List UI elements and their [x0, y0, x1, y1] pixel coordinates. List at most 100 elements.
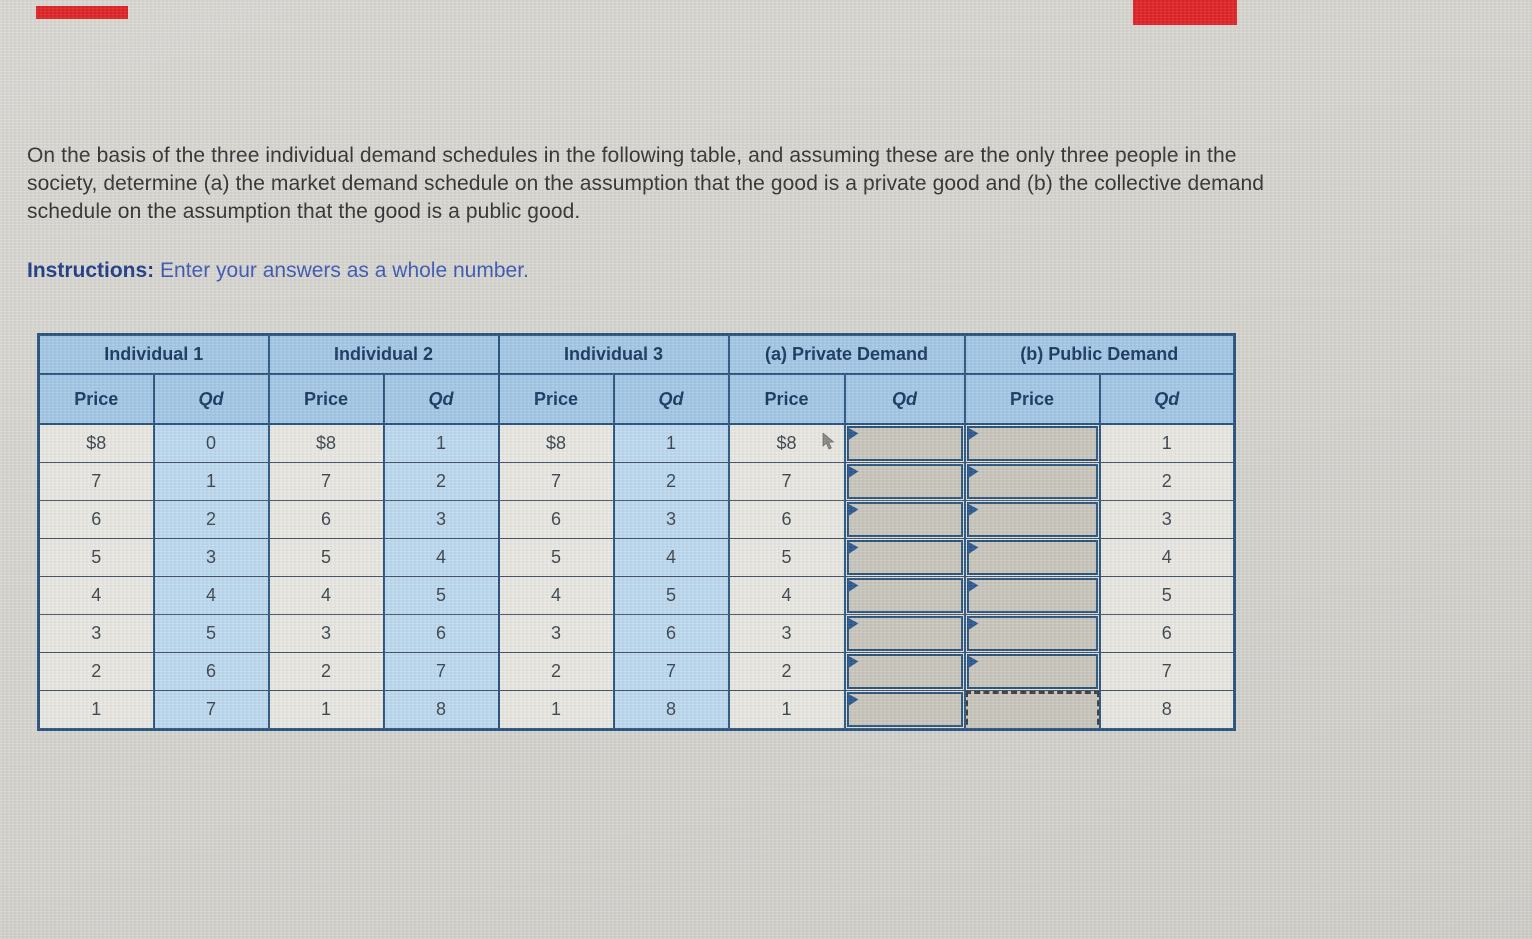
public-qd-cell: 4 — [1098, 538, 1236, 577]
table-row: $8 0 $8 1 $8 1 $8 1 — [37, 423, 1236, 463]
i1-price-cell: 2 — [37, 652, 155, 691]
private-price-cell: 6 — [727, 500, 846, 539]
question-line-2: society, determine (a) the market demand… — [27, 172, 1265, 195]
public-price-input[interactable] — [966, 502, 1098, 537]
demand-schedule-table: Individual 1 Individual 2 Individual 3 (… — [37, 333, 1237, 731]
i1-qd-cell: 3 — [152, 538, 270, 577]
i1-price-cell: 5 — [37, 538, 155, 577]
public-price-input-focused[interactable] — [966, 691, 1098, 729]
public-qd-cell: 8 — [1098, 690, 1236, 730]
i3-qd-cell: 1 — [612, 423, 730, 463]
answer-marker-icon — [848, 428, 859, 440]
i2-qd-cell: 7 — [382, 652, 500, 691]
table-row: 6 2 6 3 6 3 6 3 — [37, 500, 1236, 539]
public-price-input[interactable] — [966, 540, 1098, 575]
i2-price-cell: 3 — [267, 614, 385, 653]
col-header-public-price: Price — [963, 373, 1101, 425]
i3-price-cell: 1 — [497, 690, 615, 730]
private-price-cell: 3 — [727, 614, 846, 653]
i3-price-cell: 6 — [497, 500, 615, 539]
question-line-1: On the basis of the three individual dem… — [27, 144, 1237, 167]
public-price-input[interactable] — [966, 426, 1098, 461]
col-header-private-qd: Qd — [843, 373, 966, 425]
i2-price-cell: 7 — [267, 462, 385, 501]
public-qd-cell: 1 — [1098, 423, 1236, 463]
col-header-i1-qd: Qd — [152, 373, 270, 425]
instructions-label: Instructions: — [27, 259, 155, 282]
i3-price-cell: 2 — [497, 652, 615, 691]
answer-marker-icon — [968, 504, 979, 516]
col-header-i3-qd: Qd — [612, 373, 730, 425]
private-price-cell: 5 — [727, 538, 846, 577]
i1-qd-cell: 6 — [152, 652, 270, 691]
private-qd-input[interactable] — [846, 654, 963, 689]
private-qd-input[interactable] — [846, 502, 963, 537]
col-header-i2-qd: Qd — [382, 373, 500, 425]
public-price-input[interactable] — [966, 578, 1098, 613]
col-header-i2-price: Price — [267, 373, 385, 425]
i1-price-cell: 6 — [37, 500, 155, 539]
i3-qd-cell: 2 — [612, 462, 730, 501]
public-price-input[interactable] — [966, 616, 1098, 651]
private-qd-input[interactable] — [846, 540, 963, 575]
answer-marker-icon — [848, 694, 859, 706]
i1-price-cell: 7 — [37, 462, 155, 501]
i2-price-cell: 1 — [267, 690, 385, 730]
i2-price-cell: 6 — [267, 500, 385, 539]
public-qd-cell: 5 — [1098, 576, 1236, 615]
question-text: On the basis of the three individual dem… — [27, 142, 1522, 226]
i3-qd-cell: 7 — [612, 652, 730, 691]
private-qd-input[interactable] — [846, 616, 963, 651]
i2-qd-cell: 1 — [382, 423, 500, 463]
i3-qd-cell: 8 — [612, 690, 730, 730]
answer-marker-icon — [968, 618, 979, 630]
answer-marker-icon — [968, 428, 979, 440]
i3-qd-cell: 3 — [612, 500, 730, 539]
group-header-private-demand: (a) Private Demand — [727, 333, 966, 375]
private-qd-input[interactable] — [846, 464, 963, 499]
i3-price-cell: 7 — [497, 462, 615, 501]
group-header-row: Individual 1 Individual 2 Individual 3 (… — [37, 333, 1236, 375]
i2-price-cell: $8 — [267, 423, 385, 463]
private-qd-input[interactable] — [846, 578, 963, 613]
answer-marker-icon — [848, 580, 859, 592]
group-header-individual-3: Individual 3 — [497, 333, 730, 375]
i1-qd-cell: 5 — [152, 614, 270, 653]
i1-price-cell: 4 — [37, 576, 155, 615]
i1-qd-cell: 0 — [152, 423, 270, 463]
public-qd-cell: 2 — [1098, 462, 1236, 501]
public-qd-cell: 7 — [1098, 652, 1236, 691]
group-header-individual-1: Individual 1 — [37, 333, 270, 375]
private-qd-input[interactable] — [846, 692, 963, 727]
i3-qd-cell: 5 — [612, 576, 730, 615]
i1-price-cell: $8 — [37, 423, 155, 463]
public-price-input[interactable] — [966, 654, 1098, 689]
i3-price-cell: 4 — [497, 576, 615, 615]
i1-qd-cell: 7 — [152, 690, 270, 730]
table-row: 5 3 5 4 5 4 5 4 — [37, 538, 1236, 577]
redaction-bar-left — [36, 6, 128, 19]
col-header-public-qd: Qd — [1098, 373, 1236, 425]
private-price-cell: 1 — [727, 690, 846, 730]
i2-qd-cell: 5 — [382, 576, 500, 615]
public-price-input[interactable] — [966, 464, 1098, 499]
i2-price-cell: 4 — [267, 576, 385, 615]
private-qd-input[interactable] — [846, 426, 963, 461]
answer-marker-icon — [968, 580, 979, 592]
group-header-individual-2: Individual 2 — [267, 333, 500, 375]
answer-marker-icon — [848, 504, 859, 516]
i2-price-cell: 5 — [267, 538, 385, 577]
column-header-row: Price Qd Price Qd Price Qd Price Qd Pric… — [37, 373, 1236, 425]
table-row: 3 5 3 6 3 6 3 6 — [37, 614, 1236, 653]
answer-marker-icon — [968, 542, 979, 554]
public-qd-cell: 3 — [1098, 500, 1236, 539]
redaction-bar-right — [1133, 0, 1237, 25]
i3-price-cell: $8 — [497, 423, 615, 463]
question-line-3: schedule on the assumption that the good… — [27, 200, 581, 223]
i1-qd-cell: 1 — [152, 462, 270, 501]
i2-qd-cell: 3 — [382, 500, 500, 539]
i1-qd-cell: 2 — [152, 500, 270, 539]
i3-qd-cell: 4 — [612, 538, 730, 577]
i2-qd-cell: 6 — [382, 614, 500, 653]
answer-marker-icon — [848, 618, 859, 630]
